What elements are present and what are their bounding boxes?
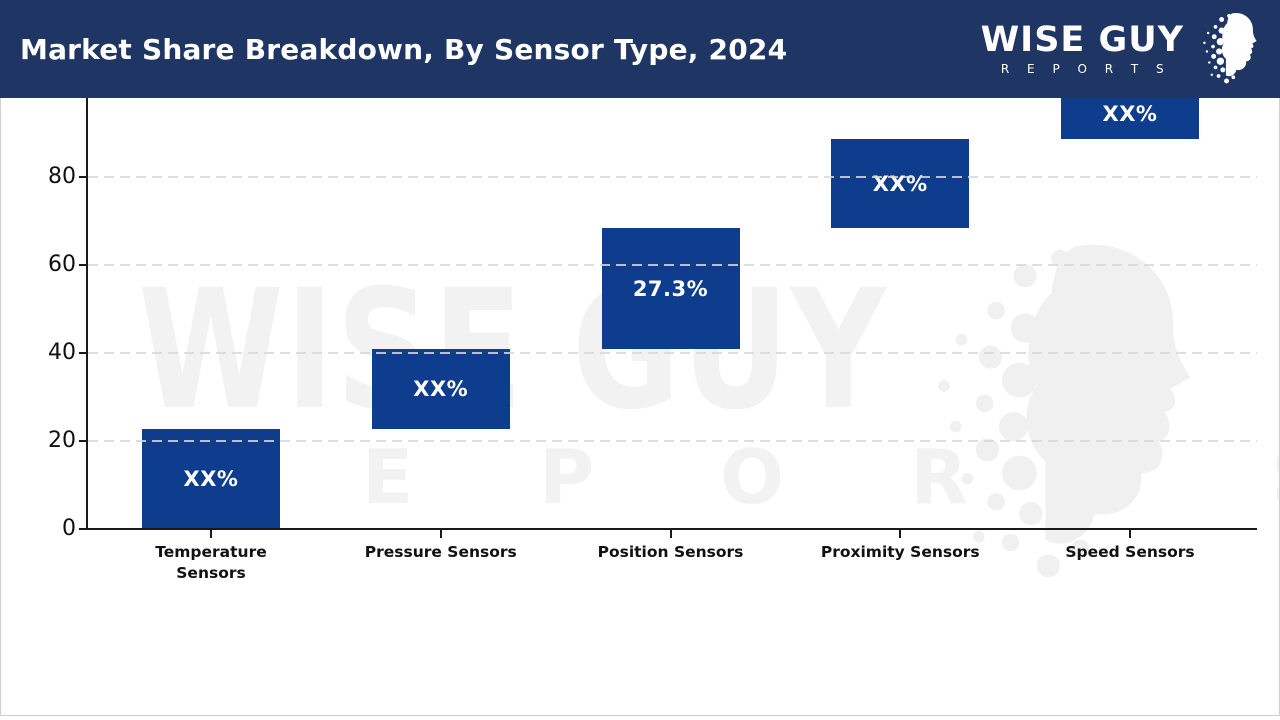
y-tick-label: 80 <box>48 164 76 189</box>
x-tick-label: Position Sensors <box>597 543 744 561</box>
bar-value-label: XX% <box>183 466 239 491</box>
logo-tagline: R E P O R T S <box>1000 61 1171 76</box>
watermark-head-icon <box>938 244 1191 578</box>
y-axis-line <box>86 65 88 530</box>
y-tick-mark <box>79 528 87 530</box>
x-tick-label: Speed Sensors <box>1065 543 1195 561</box>
bar: 27.3% <box>601 228 740 349</box>
y-tick-label: 0 <box>62 516 76 541</box>
bar: XX% <box>142 428 280 529</box>
y-tick-label: 60 <box>48 252 76 277</box>
gridline <box>88 264 1257 266</box>
y-tick-mark <box>79 176 87 178</box>
bar-value-label: 27.3% <box>632 276 709 301</box>
bar-value-label: XX% <box>413 376 469 401</box>
x-tick-label: Temperature Sensors <box>155 543 267 583</box>
bar: XX% <box>371 348 510 429</box>
x-tick-mark <box>899 530 902 538</box>
y-tick-mark <box>79 352 87 354</box>
wise-guy-logo: WISE GUY R E P O R T S <box>981 6 1272 92</box>
y-tick-label: 20 <box>48 428 76 453</box>
bar-value-label: XX% <box>1102 101 1158 126</box>
x-tick-label: Pressure Sensors <box>364 543 517 561</box>
header: Market Share Breakdown, By Sensor Type, … <box>0 0 1280 98</box>
logo-head-icon <box>1203 12 1257 84</box>
x-tick-label: Proximity Sensors <box>820 543 980 561</box>
page-title: Market Share Breakdown, By Sensor Type, … <box>20 32 788 66</box>
gridline <box>88 352 1257 354</box>
y-tick-label: 40 <box>48 340 76 365</box>
x-tick-mark <box>439 530 442 538</box>
watermark-name: WISE GUY <box>138 254 888 446</box>
logo-text: WISE GUY R E P O R T S <box>980 19 1184 76</box>
y-tick-mark <box>79 440 87 442</box>
y-tick-mark <box>79 264 87 266</box>
x-axis-line <box>86 528 1257 530</box>
plot-area: 020406080100XX%Temperature SensorsXX%Pre… <box>34 65 1257 583</box>
x-tick-mark <box>210 530 212 538</box>
bar: XX% <box>831 138 970 229</box>
x-tick-mark <box>669 530 672 538</box>
x-tick-mark <box>1129 530 1131 538</box>
gridline <box>88 440 1257 442</box>
gridline <box>88 176 1257 178</box>
bar-value-label: XX% <box>872 171 928 196</box>
logo-name: WISE GUY <box>980 19 1184 60</box>
